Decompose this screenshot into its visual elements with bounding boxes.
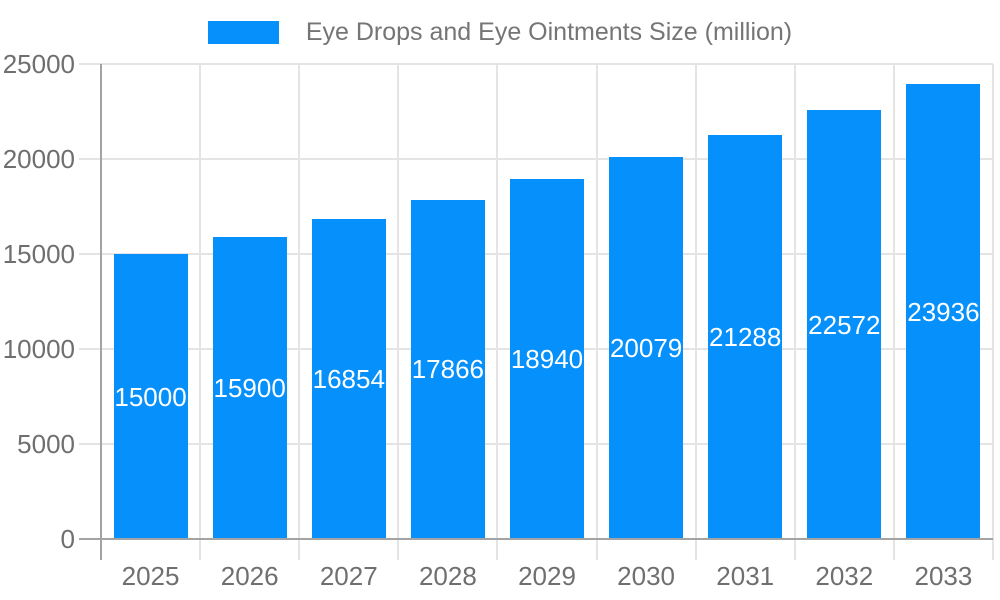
bar[interactable] xyxy=(311,218,386,538)
x-gridline xyxy=(892,64,895,560)
y-gridline xyxy=(79,63,993,65)
y-tick-label: 25000 xyxy=(2,49,75,79)
bar[interactable] xyxy=(410,199,485,538)
bar[interactable] xyxy=(708,134,783,538)
bar-value-label: 18940 xyxy=(510,344,584,375)
x-gridline xyxy=(496,64,499,560)
x-tick-label: 2033 xyxy=(914,561,973,591)
legend: Eye Drops and Eye Ointments Size (millio… xyxy=(0,15,1000,49)
y-axis-line xyxy=(100,64,102,560)
y-tick-label: 20000 xyxy=(2,144,75,174)
bar-value-label: 15900 xyxy=(213,372,286,403)
x-gridline xyxy=(992,64,994,560)
x-tick-label: 2026 xyxy=(220,561,279,591)
y-tick-label: 15000 xyxy=(2,239,75,269)
x-tick-label: 2032 xyxy=(815,561,874,591)
y-tick-label: 0 xyxy=(60,524,75,554)
bar[interactable] xyxy=(113,254,188,538)
bar-value-label: 16854 xyxy=(312,363,385,394)
bar[interactable] xyxy=(212,236,287,538)
x-gridline xyxy=(199,64,202,560)
x-tick-label: 2025 xyxy=(121,561,180,591)
bar-value-label: 20079 xyxy=(609,333,683,364)
x-gridline xyxy=(595,64,598,560)
x-tick-label: 2027 xyxy=(319,561,378,591)
y-tick-label: 5000 xyxy=(17,429,75,459)
x-gridline xyxy=(397,64,400,560)
x-gridline xyxy=(298,64,301,560)
x-gridline xyxy=(793,64,796,560)
bar-value-label: 22572 xyxy=(808,309,881,340)
bar[interactable] xyxy=(510,179,584,538)
y-gridline xyxy=(79,158,993,160)
bar-value-label: 17866 xyxy=(411,354,485,385)
bar[interactable] xyxy=(906,84,981,538)
x-tick-label: 2031 xyxy=(716,561,775,591)
bar-value-label: 23936 xyxy=(907,296,980,327)
bar-value-label: 15000 xyxy=(114,381,187,412)
x-axis-line xyxy=(79,538,993,540)
bar[interactable] xyxy=(609,157,684,538)
x-tick-label: 2028 xyxy=(418,561,477,591)
bar[interactable] xyxy=(807,110,882,538)
x-tick-label: 2030 xyxy=(617,561,676,591)
legend-swatch-icon xyxy=(207,20,279,44)
bar-value-label: 21288 xyxy=(709,321,782,352)
y-tick-label: 10000 xyxy=(2,334,75,364)
x-gridline xyxy=(694,64,697,560)
legend-label: Eye Drops and Eye Ointments Size (millio… xyxy=(305,18,793,46)
x-tick-label: 2029 xyxy=(518,561,576,591)
